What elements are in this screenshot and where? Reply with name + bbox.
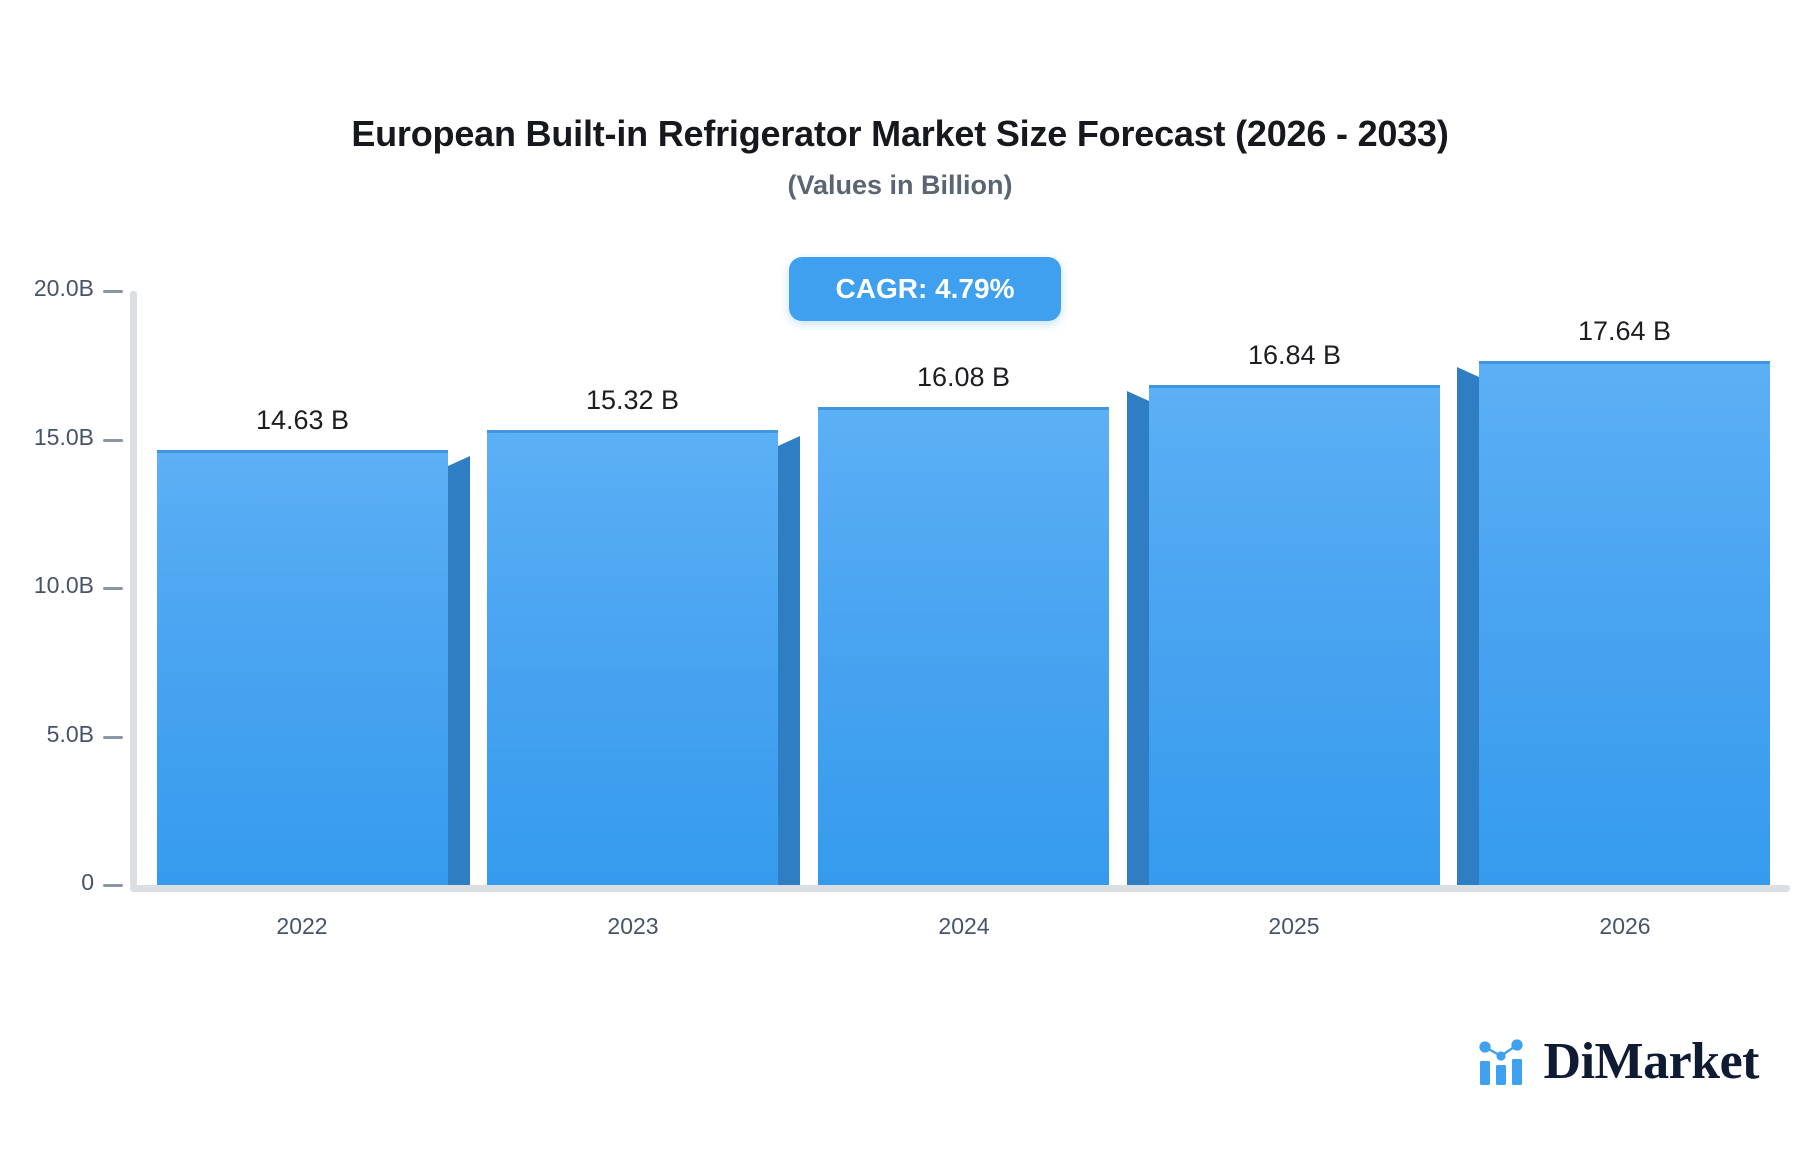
brand-name: DiMarket [1543,1033,1760,1090]
y-tick-label: 15.0B [33,423,94,450]
bar-group: 15.32 B [487,385,800,885]
bar [487,430,778,885]
brand-logo: DiMarket [1478,1033,1760,1090]
x-tick-label: 2023 [607,913,659,939]
x-tick-label: 2025 [1268,913,1320,939]
bar-group: 16.08 B [818,362,1109,885]
bar-value-label: 14.63 B [255,405,350,435]
y-tick-label: 20.0B [33,275,94,301]
bar-chart-dots-icon [1478,1039,1523,1085]
y-axis-line [130,291,137,887]
bar [1149,385,1440,885]
x-tick-label: 2022 [276,913,328,939]
x-tick-label: 2026 [1599,913,1651,939]
x-tick-label: 2024 [938,913,990,939]
bar-side-face [448,456,470,885]
bar-side-face [1457,367,1479,885]
y-tick-label: 10.0B [33,572,94,598]
y-tick-mark [103,735,123,739]
y-tick-mark [103,587,123,590]
bar-group: 16.84 B [1127,340,1440,885]
bar-value-label: 15.32 B [585,385,680,415]
bar [1479,361,1770,885]
y-tick-mark [103,438,123,442]
bar-side-face [1127,391,1149,885]
chart-title: European Built-in Refrigerator Market Si… [351,113,1449,154]
bar-value-label: 16.84 B [1247,340,1342,370]
bar [818,407,1109,885]
cagr-badge: CAGR: 4.79% [789,257,1061,321]
bar-group: 14.63 B [157,405,470,885]
y-tick-label: 5.0B [46,720,94,747]
bar-group: 17.64 B [1457,316,1770,885]
bar-value-label: 16.08 B [916,362,1011,392]
y-tick-mark [103,884,123,887]
y-tick-label: 0 [81,869,94,895]
y-tick-mark [103,290,123,293]
bar-value-label: 17.64 B [1577,316,1672,346]
bar-side-face [778,436,800,885]
x-axis-line [130,885,1790,892]
bar [157,450,448,885]
chart-subtitle: (Values in Billion) [787,170,1013,200]
